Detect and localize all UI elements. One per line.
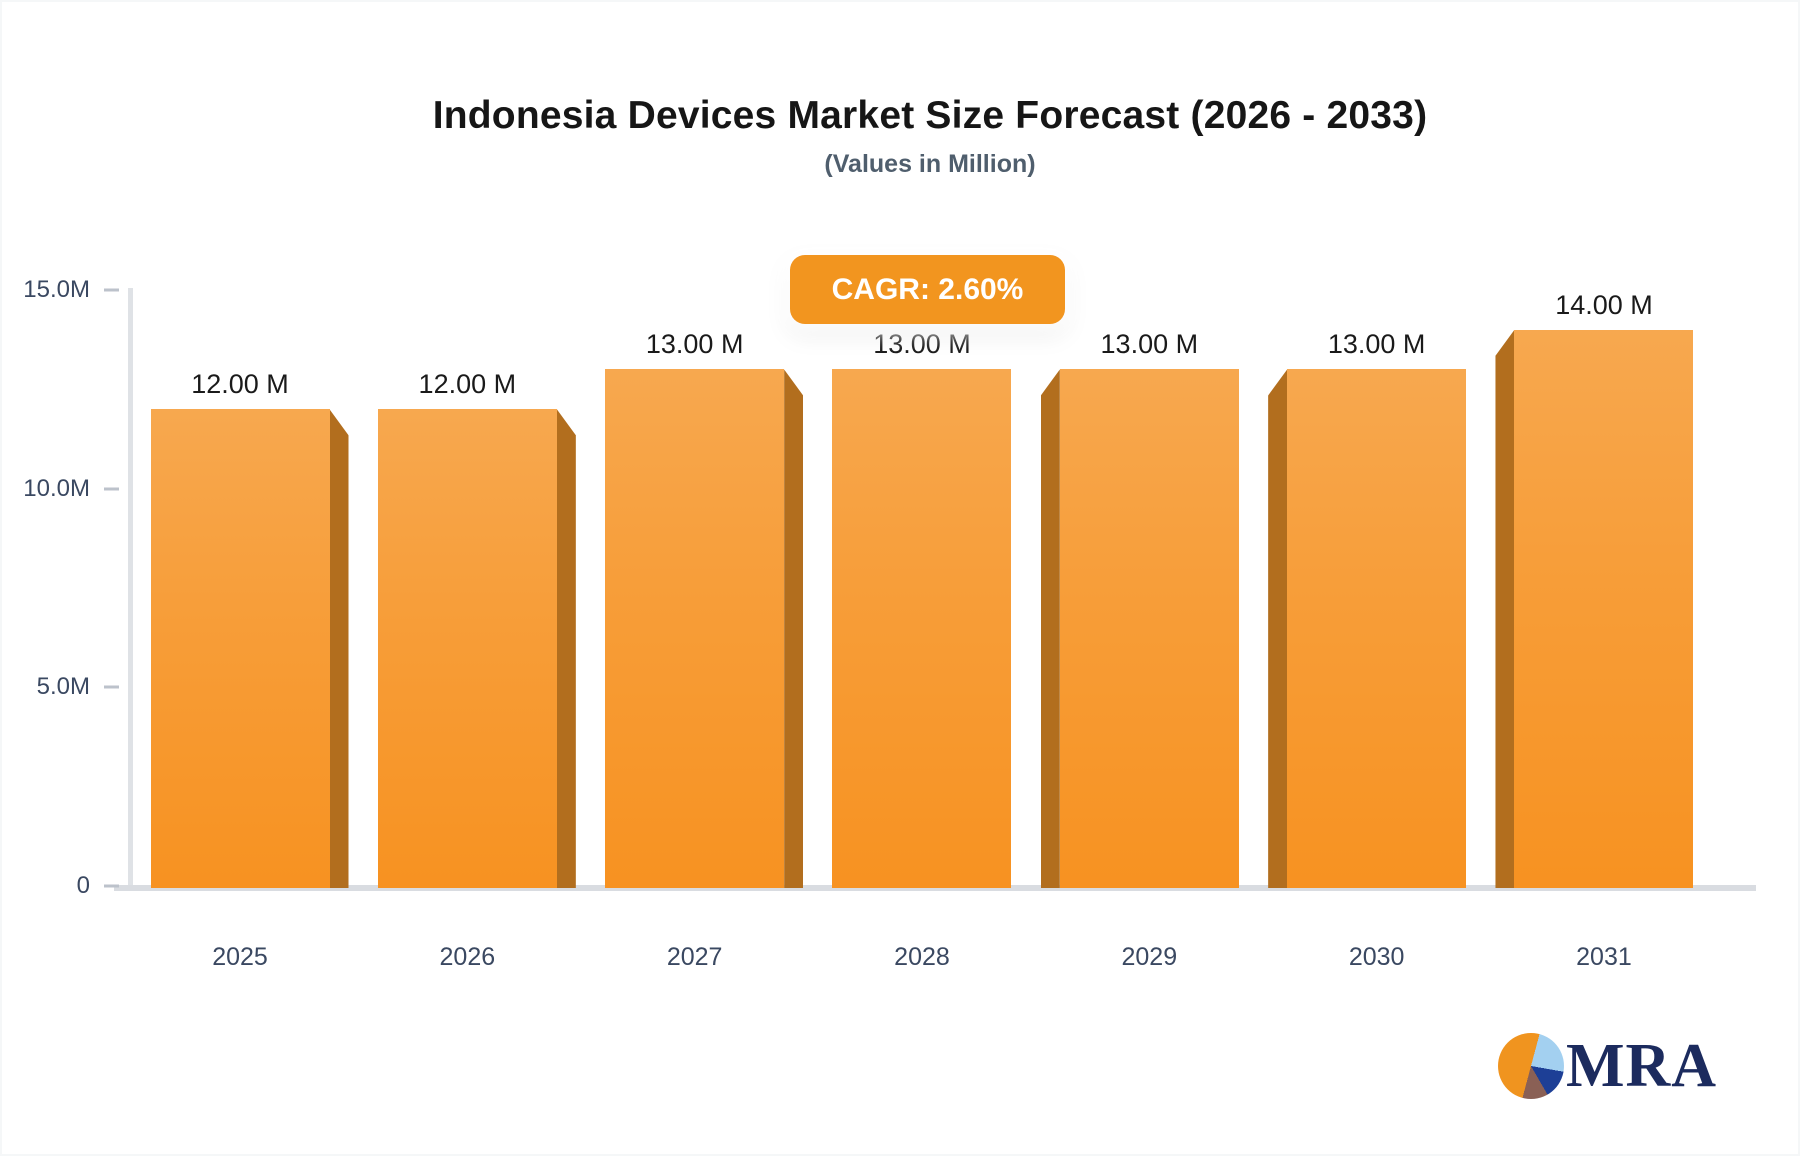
y-tick-label-10.0M: 10.0M	[23, 474, 90, 502]
x-axis-label-2029: 2029	[1121, 943, 1178, 971]
bar-3d-side-2030	[1268, 369, 1288, 888]
y-tick-mark	[104, 487, 119, 491]
bar-value-label-2027: 13.00 M	[645, 329, 744, 360]
bar-3d-side-2027	[784, 369, 804, 888]
x-axis-label-2030: 2030	[1348, 943, 1405, 971]
chart-title: Indonesia Devices Market Size Forecast (…	[432, 94, 1428, 137]
x-axis-label-2027: 2027	[666, 943, 723, 971]
y-tick-label-15.0M: 15.0M	[23, 276, 90, 303]
y-tick-label-0: 0	[76, 872, 90, 899]
bar-2029[interactable]	[1059, 369, 1239, 888]
bar-2030[interactable]	[1287, 369, 1467, 888]
y-tick-mark	[104, 884, 119, 888]
y-axis-line	[128, 288, 133, 891]
x-axis-label-2025: 2025	[212, 943, 268, 971]
cagr-badge: CAGR: 2.60%	[790, 255, 1065, 324]
bar-value-label-2030: 13.00 M	[1327, 329, 1426, 360]
bar-2031[interactable]	[1514, 329, 1694, 888]
y-tick-label-5.0M: 5.0M	[36, 673, 90, 701]
bar-value-label-2025: 12.00 M	[191, 369, 289, 400]
bar-3d-side-2026	[556, 409, 576, 888]
bar-value-label-2031: 14.00 M	[1555, 289, 1653, 320]
bar-value-label-2028: 13.00 M	[873, 329, 971, 360]
mra-logo: MRA	[1498, 1033, 1717, 1099]
mra-logo-text: MRA	[1566, 1032, 1718, 1100]
bar-2027[interactable]	[605, 369, 785, 888]
bar-value-label-2026: 12.00 M	[418, 369, 517, 400]
bar-2025[interactable]	[150, 409, 330, 888]
x-axis-label-2028: 2028	[894, 943, 950, 971]
bar-3d-side-2025	[329, 409, 349, 888]
x-axis-line	[114, 885, 1756, 891]
x-axis-label-2031: 2031	[1576, 943, 1632, 971]
bar-value-label-2029: 13.00 M	[1100, 329, 1199, 360]
bar-2026[interactable]	[377, 409, 557, 888]
bar-2028[interactable]	[832, 369, 1012, 888]
y-tick-mark	[104, 685, 119, 689]
y-tick-mark	[104, 288, 119, 292]
mra-pie-icon	[1498, 1033, 1564, 1099]
chart-subtitle: (Values in Million)	[824, 150, 1036, 178]
x-axis-label-2026: 2026	[439, 943, 496, 971]
bar-3d-side-2029	[1040, 369, 1060, 888]
bar-3d-side-2031	[1495, 329, 1515, 888]
